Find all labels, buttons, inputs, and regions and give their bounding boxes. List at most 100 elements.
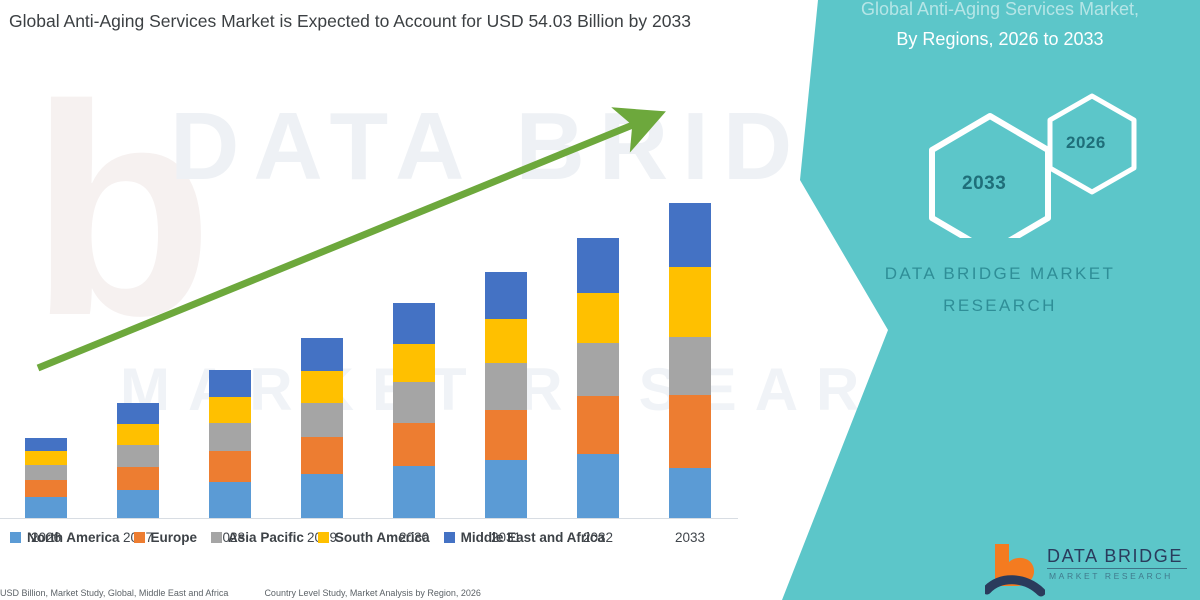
x-axis-label: 2033 [674, 530, 706, 545]
bar-segment [301, 437, 343, 474]
side-panel-brand: DATA BRIDGE MARKET RESEARCH [820, 258, 1180, 322]
side-panel-title-line-2: By Regions, 2026 to 2033 [896, 29, 1104, 49]
hexagon-shapes [929, 93, 1137, 255]
bar-segment [25, 465, 67, 480]
logo-tagline: MARKET RESEARCH [1049, 571, 1173, 581]
bar-segment [117, 403, 159, 424]
legend-item[interactable]: Europe [133, 530, 198, 545]
x-axis-label: 2032 [582, 530, 614, 545]
legend-label: South America [334, 530, 430, 545]
bar-segment [25, 451, 67, 465]
hexagon-label-2026: 2026 [1066, 133, 1106, 152]
bar-segment [301, 371, 343, 403]
bar-segment [485, 272, 527, 319]
legend-label: Asia Pacific [228, 530, 304, 545]
stacked-bar [393, 303, 435, 518]
footnote: USD Billion, Market Study, Global, Middl… [0, 588, 760, 599]
logo-mark-icon [982, 544, 1046, 597]
bar-segment [393, 466, 435, 518]
bar-segment [577, 396, 619, 454]
bar-segment [577, 454, 619, 518]
x-axis-label: 2026 [30, 530, 62, 545]
legend-item[interactable]: South America [317, 530, 430, 545]
bar-segment [485, 460, 527, 518]
legend-swatch-icon [317, 532, 329, 543]
plot-area: 20262027202820292030203120322033 [0, 60, 740, 545]
chart-legend: North America Europe Asia Pacific South Ame… [10, 530, 605, 545]
bar-segment [301, 474, 343, 518]
bar-segment [485, 363, 527, 410]
logo-divider [1047, 568, 1187, 569]
side-panel-title-line-1: Global Anti-Aging Services Market, [860, 0, 1140, 19]
bar-segment [669, 468, 711, 518]
bar-segment [393, 382, 435, 423]
bar-segment [393, 303, 435, 344]
logo-name: DATA BRIDGE [1047, 546, 1183, 566]
stacked-bar [669, 203, 711, 518]
bar-column [184, 60, 276, 520]
bar-segment [669, 267, 711, 337]
legend-swatch-icon [443, 532, 455, 543]
chart-panel: Global Anti-Aging Services Market is Exp… [0, 11, 760, 599]
bar-segment [209, 370, 251, 397]
stacked-bar [209, 370, 251, 518]
bar-column [552, 60, 644, 520]
bar-segment [117, 445, 159, 467]
hexagon-2026-shape [1047, 93, 1137, 195]
side-panel: Global Anti-Aging Services Market, By Re… [760, 0, 1200, 600]
legend-item[interactable]: Middle East and Africa [443, 530, 605, 545]
bar-segment [393, 423, 435, 466]
bar-segment [577, 238, 619, 293]
bar-segment [209, 482, 251, 518]
legend-label: North America [27, 530, 120, 545]
footnote-right: Country Level Study, Market Analysis by … [264, 588, 481, 598]
stacked-bar [301, 338, 343, 518]
hexagon-group: 2026 2033 [870, 88, 1170, 255]
bar-segment [25, 438, 67, 451]
bar-column [460, 60, 552, 520]
legend-swatch-icon [211, 532, 223, 543]
x-axis-label: 2028 [214, 530, 246, 545]
bar-segment [117, 490, 159, 518]
bar-segment [577, 343, 619, 396]
legend-item[interactable]: North America [10, 530, 120, 545]
bar-column [368, 60, 460, 520]
x-axis-label: 2030 [398, 530, 430, 545]
legend-label: Europe [150, 530, 198, 545]
bar-column [644, 60, 736, 520]
bar-segment [577, 293, 619, 343]
side-panel-background [782, 0, 1200, 600]
bar-segment [117, 467, 159, 490]
x-axis-label: 2031 [490, 530, 522, 545]
side-panel-brand-line-1: DATA BRIDGE MARKET [884, 264, 1116, 283]
side-panel-brand-line-2: RESEARCH [943, 296, 1057, 315]
bar-column [0, 60, 92, 520]
bar-segment [669, 337, 711, 395]
bar-segment [669, 203, 711, 267]
x-axis-labels: 20262027202820292030203120322033 [0, 530, 740, 554]
bar-segment [669, 395, 711, 468]
side-panel-title: Global Anti-Aging Services Market, By Re… [820, 0, 1180, 54]
bar-segment [209, 397, 251, 423]
bar-segment [301, 403, 343, 437]
bar-segment [25, 480, 67, 497]
hexagon-label-2033: 2033 [962, 173, 1007, 194]
footnote-left: USD Billion, Market Study, Global, Middl… [0, 588, 229, 598]
stacked-bar [485, 272, 527, 518]
trend-arrow-icon [36, 107, 666, 372]
chart-title: Global Anti-Aging Services Market is Exp… [9, 11, 691, 31]
bar-segment [485, 319, 527, 363]
bar-segment [393, 344, 435, 382]
legend-swatch-icon [133, 532, 145, 543]
bar-column [92, 60, 184, 520]
stacked-bar [577, 238, 619, 518]
bar-segment [117, 424, 159, 445]
legend-item[interactable]: Asia Pacific [211, 530, 304, 545]
dbmr-logo: DATA BRIDGE MARKET RESEARCH [982, 540, 1200, 600]
bar-segment [25, 497, 67, 518]
stacked-bar [117, 403, 159, 518]
stacked-bar [25, 438, 67, 518]
bar-segment [209, 451, 251, 482]
bar-segment [209, 423, 251, 451]
